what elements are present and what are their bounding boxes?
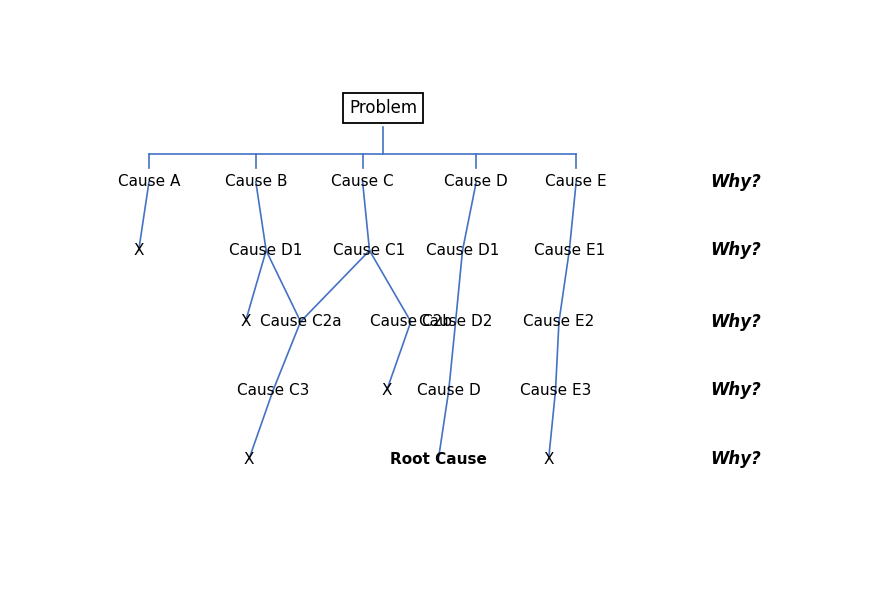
Text: Why?: Why? bbox=[710, 451, 761, 468]
Text: Cause E: Cause E bbox=[545, 174, 607, 189]
Text: X: X bbox=[133, 243, 144, 258]
Text: Cause A: Cause A bbox=[118, 174, 180, 189]
Text: Cause B: Cause B bbox=[225, 174, 287, 189]
Text: Cause C3: Cause C3 bbox=[236, 383, 309, 398]
Text: Why?: Why? bbox=[710, 313, 761, 331]
Text: Problem: Problem bbox=[349, 99, 417, 117]
Text: Cause C1: Cause C1 bbox=[333, 243, 405, 258]
Text: Cause D: Cause D bbox=[417, 383, 481, 398]
Text: Cause D1: Cause D1 bbox=[229, 243, 303, 258]
Text: Cause C2b: Cause C2b bbox=[370, 314, 452, 329]
Text: Cause E1: Cause E1 bbox=[533, 243, 605, 258]
Text: Cause E3: Cause E3 bbox=[520, 383, 591, 398]
Text: Cause D2: Cause D2 bbox=[419, 314, 493, 329]
Text: Root Cause: Root Cause bbox=[390, 452, 487, 467]
Text: Cause D1: Cause D1 bbox=[426, 243, 500, 258]
Text: Why?: Why? bbox=[710, 173, 761, 191]
Text: Cause D: Cause D bbox=[444, 174, 509, 189]
Text: X: X bbox=[244, 452, 254, 467]
Text: Cause E2: Cause E2 bbox=[524, 314, 595, 329]
Text: Cause C: Cause C bbox=[332, 174, 394, 189]
Text: X: X bbox=[381, 383, 392, 398]
Text: X: X bbox=[543, 452, 554, 467]
Text: Why?: Why? bbox=[710, 381, 761, 399]
Text: X: X bbox=[240, 314, 251, 329]
Text: Cause C2a: Cause C2a bbox=[260, 314, 341, 329]
Text: Why?: Why? bbox=[710, 241, 761, 259]
